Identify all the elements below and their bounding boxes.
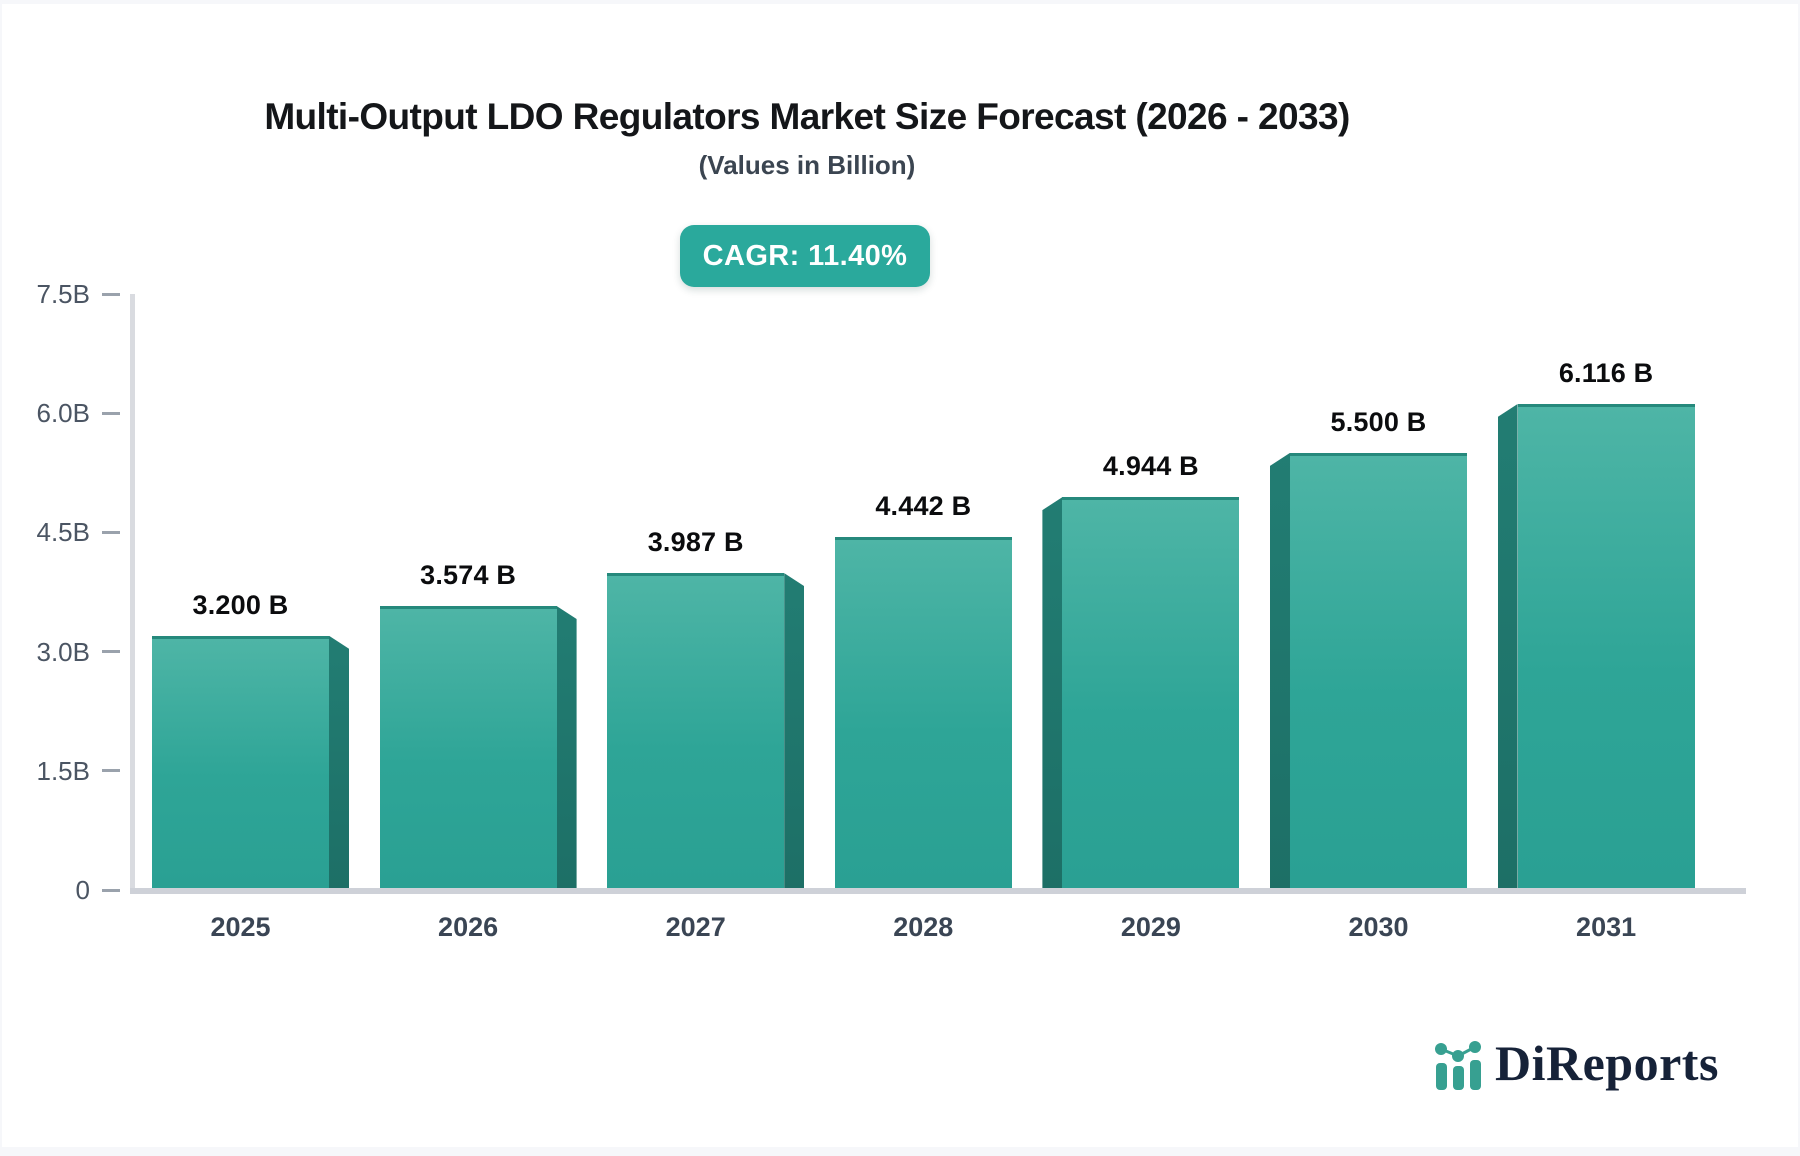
- mini-bar-line-chart-icon: [1435, 1041, 1481, 1090]
- y-axis-tick: [102, 769, 120, 773]
- chart-subtitle: (Values in Billion): [698, 150, 916, 180]
- bar-3d-side: [1497, 403, 1518, 890]
- bar-value-label: 3.574 B: [420, 559, 517, 590]
- bar-3d-side: [329, 635, 349, 890]
- x-axis-category-label: 2027: [665, 912, 726, 942]
- y-axis-tick-label: 1.5B: [36, 755, 91, 786]
- bar-value-label: 4.442 B: [875, 491, 972, 521]
- bar-value-label: 3.200 B: [192, 589, 289, 620]
- bar-value-label: 6.116 B: [1558, 357, 1654, 388]
- y-axis-tick-label: 4.5B: [36, 517, 91, 548]
- bar-value-label: 3.987 B: [647, 527, 744, 558]
- cagr-badge: CAGR: 11.40%: [680, 225, 930, 287]
- x-axis-category-label: 2026: [438, 912, 499, 942]
- bar-2028: [834, 537, 1012, 890]
- y-axis-tick: [102, 888, 120, 892]
- bar-value-label: 4.944 B: [1102, 451, 1199, 482]
- chart-title: Multi-Output LDO Regulators Market Size …: [264, 96, 1350, 137]
- bar-2027: [607, 573, 785, 890]
- brand-logo-text: DiReports: [1495, 1035, 1719, 1091]
- brand-logo: DiReports: [1430, 1032, 1719, 1094]
- bar-2026: [379, 605, 557, 890]
- bar-2025: [152, 635, 329, 890]
- y-axis-tick: [102, 292, 120, 296]
- bar-2030: [1290, 452, 1467, 890]
- y-axis-tick-label: 0: [75, 875, 90, 905]
- bar-3d-side: [1042, 497, 1063, 890]
- x-axis-line: [130, 888, 1746, 894]
- bar-3d-side: [1270, 452, 1290, 890]
- x-axis-category-label: 2028: [893, 912, 954, 942]
- bar-3d-side: [784, 573, 805, 890]
- y-axis-tick: [102, 411, 120, 415]
- bar-3d-side: [556, 605, 577, 890]
- cagr-badge-label: CAGR: 11.40%: [702, 239, 908, 272]
- y-axis-tick-label: 7.5B: [36, 279, 91, 309]
- x-axis-category-label: 2029: [1120, 912, 1181, 942]
- x-axis-category-label: 2030: [1348, 912, 1409, 942]
- chart-card: Multi-Output LDO Regulators Market Size …: [2, 4, 1798, 1147]
- bar-2029: [1062, 497, 1240, 890]
- y-axis-tick-label: 6.0B: [36, 398, 91, 429]
- y-axis-tick: [102, 530, 120, 534]
- y-axis-tick-label: 3.0B: [36, 636, 91, 667]
- bar-2031: [1517, 403, 1695, 890]
- y-axis-line: [130, 294, 135, 890]
- y-axis-tick: [102, 650, 120, 654]
- bar-value-label: 5.500 B: [1330, 406, 1427, 437]
- x-axis-category-label: 2025: [210, 912, 271, 942]
- x-axis-category-label: 2031: [1576, 912, 1637, 942]
